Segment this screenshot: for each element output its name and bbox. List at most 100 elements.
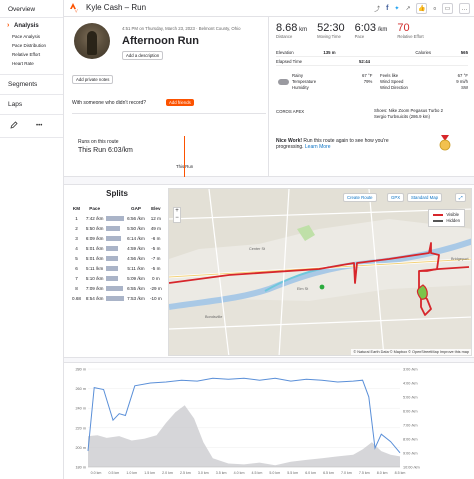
with-someone-text: With someone who didn't record? bbox=[72, 100, 147, 106]
add-friends-button[interactable]: Add friends bbox=[166, 99, 194, 106]
twitter-icon[interactable]: ✦ bbox=[394, 6, 400, 12]
pace-line bbox=[87, 377, 401, 454]
comment-icon: ▭ bbox=[444, 6, 451, 12]
divider bbox=[72, 113, 266, 114]
sidebar-item-segments[interactable]: Segments bbox=[0, 75, 63, 95]
splits-panel: Splits KM Pace GAP Elev 1 7:42 /km 6:56 /k… bbox=[70, 185, 164, 359]
split-km: 7 bbox=[75, 275, 78, 281]
split-bar-cell bbox=[106, 263, 124, 273]
y-tick-label: 200 m bbox=[75, 446, 86, 450]
split-elev: -6 m bbox=[151, 235, 161, 241]
stat-moving-time: 52:30 Moving Time bbox=[317, 22, 345, 39]
zoom-control[interactable]: + − bbox=[173, 207, 181, 223]
detail-value: 135 m bbox=[323, 49, 336, 55]
split-elev: 0 m bbox=[151, 275, 160, 281]
add-description-button[interactable]: Add a description bbox=[122, 51, 164, 60]
split-km: 5 bbox=[75, 255, 78, 261]
split-pace-bar bbox=[106, 225, 120, 231]
strava-chevron-icon bbox=[70, 3, 78, 13]
split-elev: -5 m bbox=[151, 265, 161, 271]
split-bar-cell bbox=[106, 223, 124, 233]
this-run-pace: This Run 6:03/km bbox=[78, 147, 133, 154]
split-pace-bar bbox=[106, 295, 125, 301]
x-tick-label: 7.5 km bbox=[359, 471, 370, 475]
more-actions-button[interactable]: … bbox=[459, 3, 470, 14]
gpx-button[interactable]: GPX bbox=[387, 193, 405, 202]
facebook-icon[interactable]: f bbox=[386, 5, 389, 12]
comment-button[interactable]: ▭ bbox=[442, 3, 453, 14]
y2-tick-label: 4:00 /km bbox=[403, 382, 418, 386]
route-map[interactable]: Bondsville Bridgeport Elm St Center St +… bbox=[168, 188, 472, 356]
x-tick-label: 2.5 km bbox=[180, 471, 191, 475]
sidebar-item-heart-rate[interactable]: Heart Rate bbox=[12, 61, 34, 66]
weather-label: Rainy bbox=[292, 73, 303, 78]
y2-tick-label: 7:00 /km bbox=[403, 424, 418, 428]
map-style-select[interactable]: Standard Map bbox=[407, 193, 442, 202]
weather-label: Wind Direction bbox=[380, 85, 408, 90]
pencil-icon[interactable] bbox=[10, 121, 18, 131]
split-bar-cell bbox=[106, 283, 124, 293]
sidebar-item-pace-distribution[interactable]: Pace Distribution bbox=[12, 43, 47, 48]
share-arrow-icon[interactable]: ↗ bbox=[405, 6, 411, 12]
nice-work-message: Nice Work! Run this route again to see h… bbox=[276, 138, 411, 150]
stat-label: Moving Time bbox=[317, 34, 341, 39]
table-row: 1 7:42 /km 6:56 /km 12 m bbox=[70, 213, 164, 223]
y2-tick-label: 10:00 /km bbox=[403, 466, 420, 470]
table-row: 7 5:10 /km 5:09 /km 0 m bbox=[70, 273, 164, 283]
stat-label: Distance bbox=[276, 34, 293, 39]
fullscreen-button[interactable]: ⤢ bbox=[455, 193, 467, 202]
zoom-out-button[interactable]: − bbox=[175, 215, 179, 221]
split-gap: 4:56 /km bbox=[127, 255, 145, 261]
sidebar-item-analysis[interactable]: › Analysis bbox=[0, 18, 63, 32]
split-bar-cell bbox=[106, 293, 125, 303]
chart-canvas[interactable]: 280 m 260 m 240 m 220 m 200 m 180 m 3:00 /km 4:… bbox=[64, 363, 474, 479]
page-header: Kyle Cash – Run ⤴ f ✦ ↗ 👍 0 ▭ … bbox=[64, 0, 474, 17]
chevron-right-icon: › bbox=[7, 22, 10, 29]
splits-title: Splits bbox=[106, 189, 128, 198]
split-pace-bar bbox=[106, 285, 124, 291]
split-gap: 5:50 /km bbox=[127, 225, 145, 231]
share-icon[interactable]: ⤴ bbox=[374, 7, 381, 13]
sidebar-item-relative-effort[interactable]: Relative Effort bbox=[12, 52, 41, 57]
nice-work-heading: Nice Work! bbox=[276, 138, 303, 144]
split-elev: -5 m bbox=[151, 245, 161, 251]
map-canvas[interactable] bbox=[169, 189, 472, 356]
split-pace: 5:50 /km bbox=[85, 225, 104, 231]
split-km: 8 bbox=[75, 285, 78, 291]
add-private-notes-button[interactable]: Add private notes bbox=[72, 75, 114, 84]
split-pace-bar bbox=[106, 255, 119, 261]
weather-value: 9 mi/h bbox=[456, 79, 468, 84]
sidebar-item-laps[interactable]: Laps bbox=[0, 95, 63, 115]
stat-value: 70 bbox=[397, 22, 410, 34]
weather-values: 67 °F 79% bbox=[362, 73, 372, 85]
weather-panel: Rainy Temperature Humidity 67 °F 79% Fee… bbox=[276, 71, 468, 103]
x-tick-label: 5.5 km bbox=[287, 471, 298, 475]
activity-title: Afternoon Run bbox=[122, 35, 199, 47]
avatar[interactable] bbox=[74, 23, 110, 59]
divider bbox=[0, 74, 63, 75]
elevation-pace-chart[interactable]: 280 m 260 m 240 m 220 m 200 m 180 m 3:00 /km 4:… bbox=[64, 362, 474, 479]
create-route-button[interactable]: Create Route bbox=[343, 193, 377, 202]
splits-table: KM Pace GAP Elev 1 7:42 /km 6:56 /km 12 m 2 5… bbox=[70, 204, 164, 303]
x-tick-label: 2.0 km bbox=[162, 471, 173, 475]
weather-values-2: 67 °F 9 mi/h SW bbox=[456, 73, 468, 91]
x-tick-label: 1.5 km bbox=[144, 471, 155, 475]
splits-body: 1 7:42 /km 6:56 /km 12 m 2 5:50 /km 5:50 /km 49… bbox=[70, 213, 164, 303]
weather-label: Feels like bbox=[380, 73, 399, 78]
map-attribution[interactable]: © Natural Earth Data © Mapbox © OpenStre… bbox=[351, 349, 471, 355]
weather-value: SW bbox=[461, 85, 468, 90]
learn-more-link[interactable]: Learn More bbox=[304, 144, 331, 150]
kudos-button[interactable]: 👍 bbox=[416, 3, 428, 14]
x-tick-label: 4.5 km bbox=[252, 471, 263, 475]
split-gap: 6:56 /km bbox=[127, 215, 145, 221]
more-options-button[interactable]: ••• bbox=[36, 123, 43, 129]
table-row: 4 5:01 /km 4:59 /km -5 m bbox=[70, 243, 164, 253]
stat-relative-effort[interactable]: 70 Relative Effort bbox=[397, 22, 423, 39]
split-pace-bar bbox=[106, 215, 125, 221]
sidebar-item-pace-analysis[interactable]: Pace Analysis bbox=[12, 34, 41, 39]
sidebar-item-overview[interactable]: Overview bbox=[0, 0, 63, 18]
column-divider bbox=[268, 17, 269, 177]
split-bar-cell bbox=[106, 273, 124, 283]
map-place-label: Bridgeport bbox=[451, 257, 469, 261]
zoom-in-button[interactable]: + bbox=[175, 208, 179, 214]
